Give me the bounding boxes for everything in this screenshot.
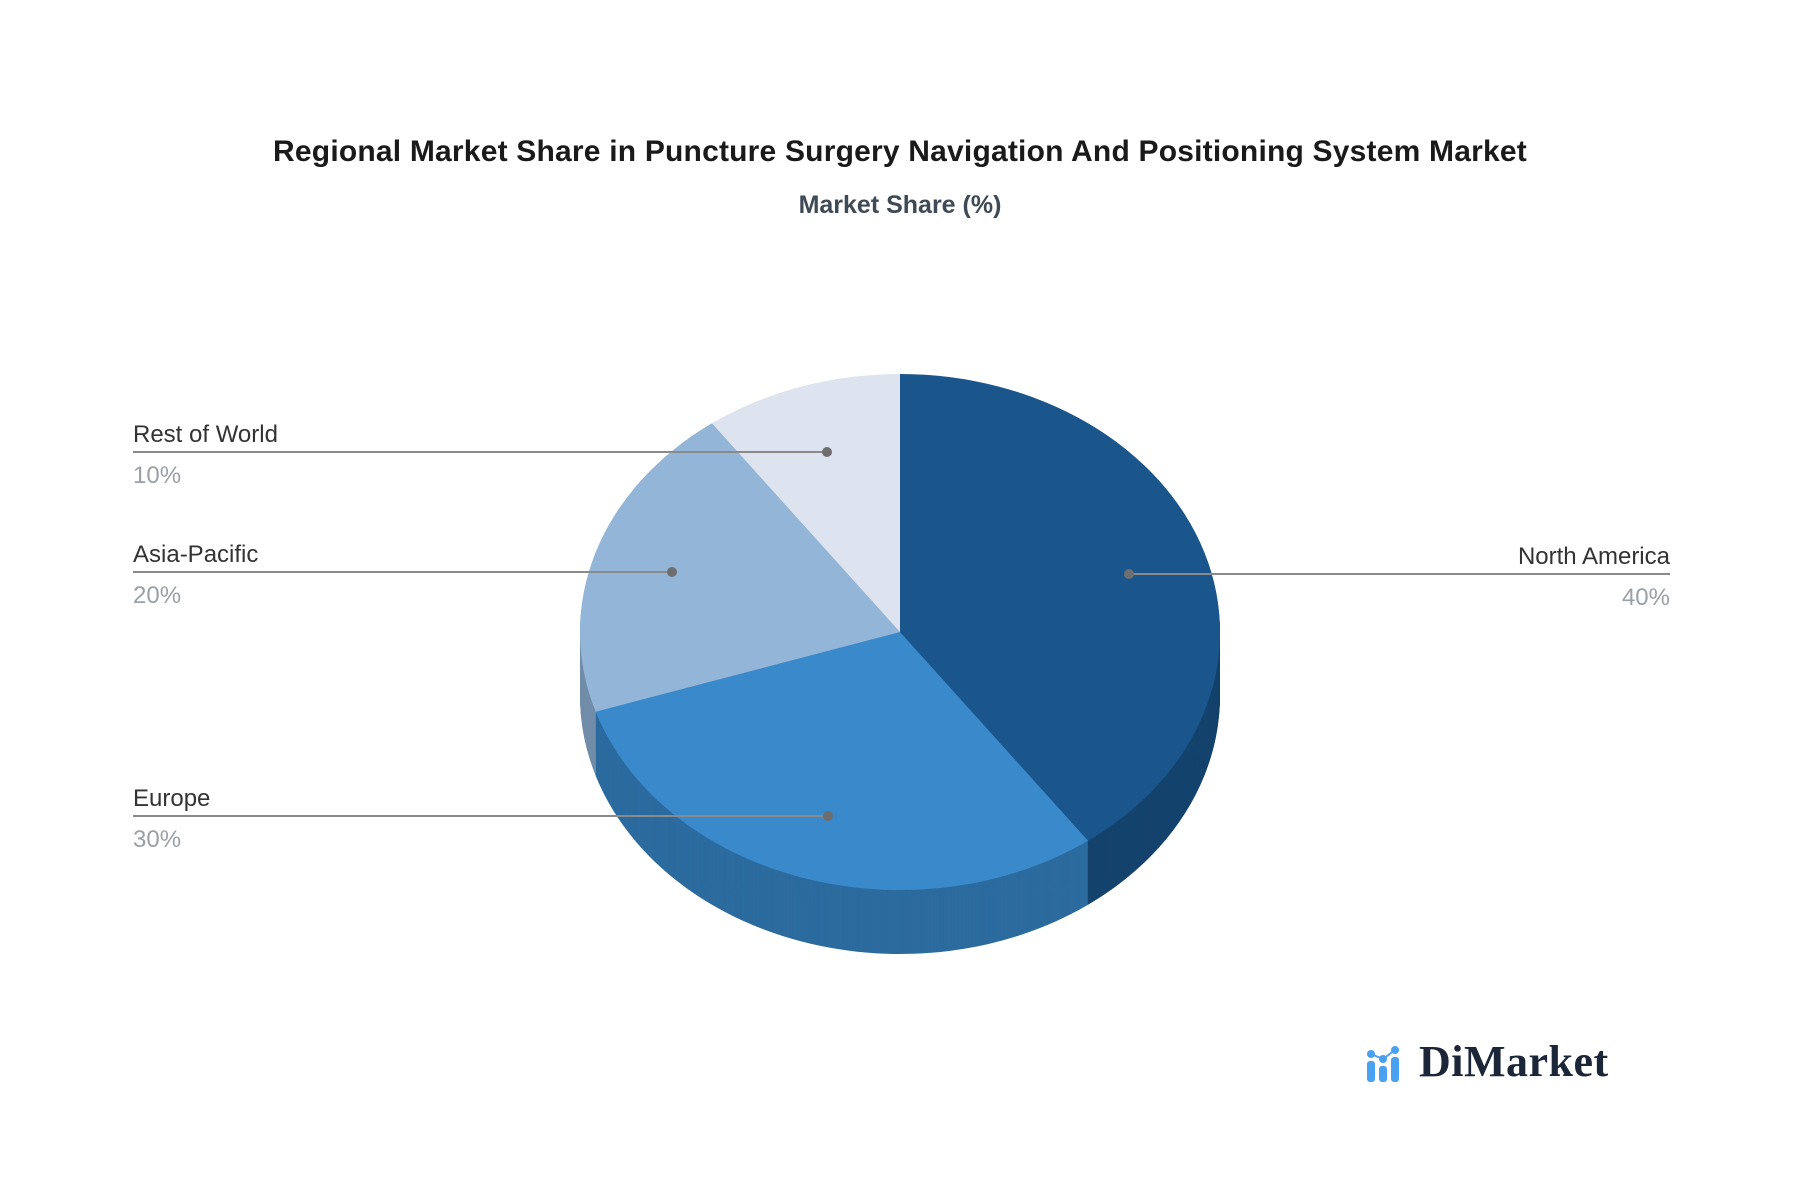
callout-value-rest-of-world: 10% — [133, 462, 182, 489]
callout-lines — [133, 447, 1670, 821]
pie-top-face — [579, 374, 1221, 891]
callout-label-rest-of-world: Rest of World — [133, 421, 278, 448]
bar-chart-logo-icon — [1367, 1046, 1399, 1082]
pie-slice-europe — [595, 632, 1089, 891]
brand-logo: DiMarket — [1366, 1036, 1609, 1092]
chart-title: Regional Market Share in Puncture Surger… — [273, 135, 1527, 168]
pie-slice-north-america — [900, 374, 1221, 841]
callout-value-north-america: 40% — [1621, 584, 1670, 611]
callout-value-asia-pacific: 20% — [133, 582, 182, 609]
leader-dot — [667, 567, 677, 577]
callout-label-north-america: North America — [1517, 543, 1670, 570]
callout-label-europe: Europe — [133, 785, 211, 812]
leader-dot — [1124, 569, 1134, 579]
leader-dot — [823, 811, 833, 821]
chart-subtitle: Market Share (%) — [798, 191, 1002, 219]
leader-dot — [822, 447, 832, 457]
brand-name: DiMarket — [1419, 1037, 1609, 1086]
callout-label-asia-pacific: Asia-Pacific — [133, 541, 259, 568]
pie-slice-asia-pacific — [579, 423, 900, 712]
callout-value-europe: 30% — [133, 826, 182, 853]
pie-slice-rest-of-world — [711, 374, 900, 632]
